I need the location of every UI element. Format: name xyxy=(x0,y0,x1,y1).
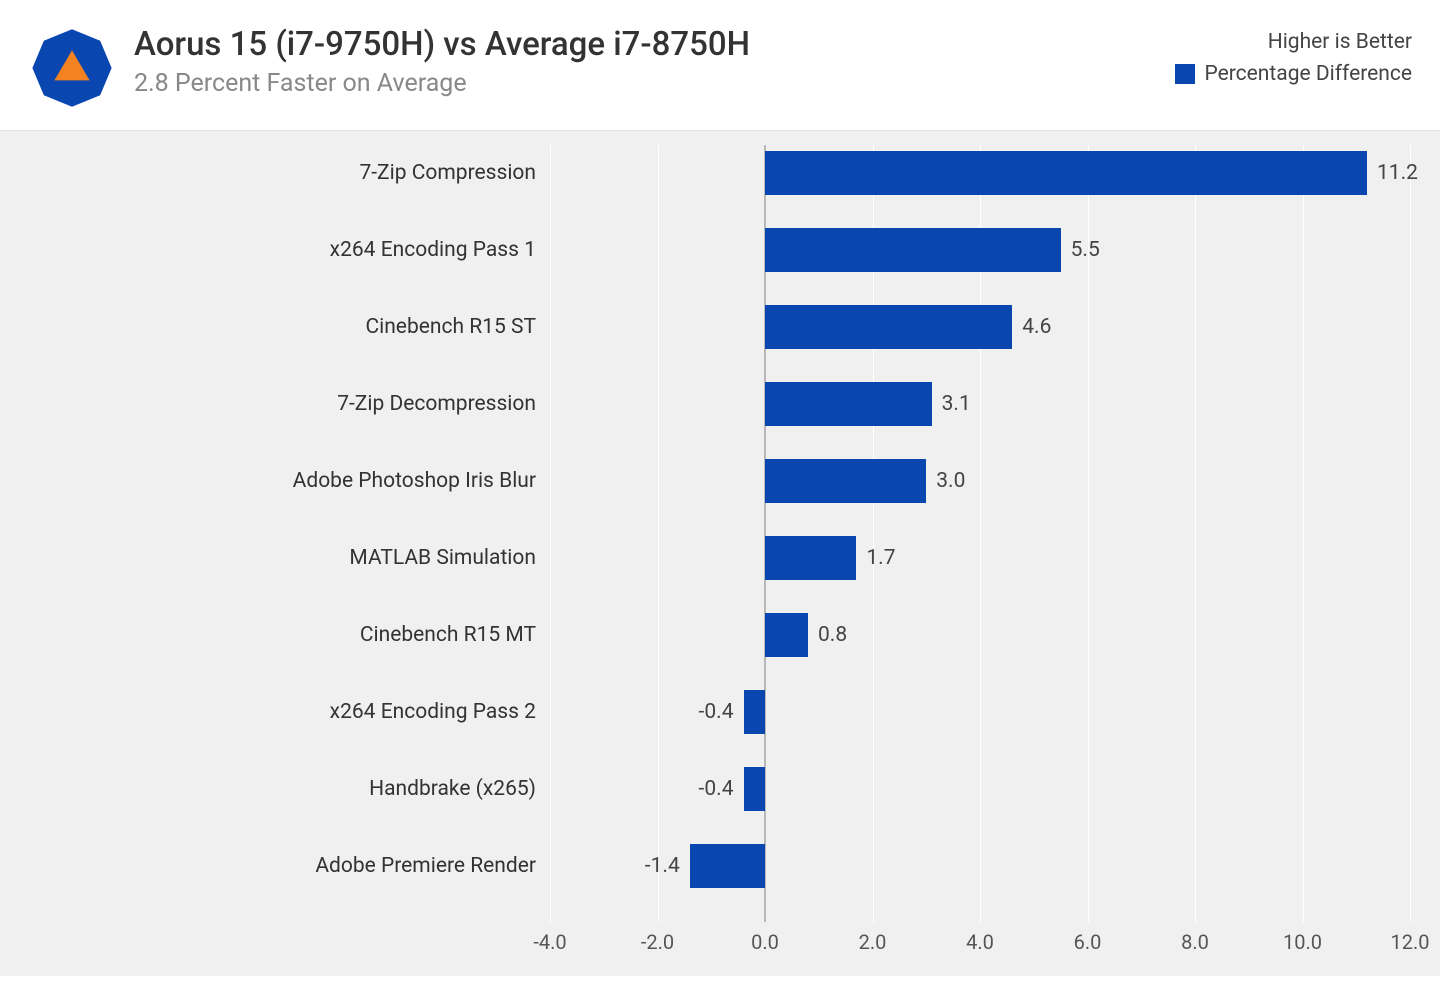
x-tick-label: 12.0 xyxy=(1391,930,1430,954)
chart-header: Aorus 15 (i7-9750H) vs Average i7-8750H … xyxy=(0,0,1440,130)
bar-row: 7-Zip Compression 11.2 xyxy=(0,151,1440,195)
category-label: Handbrake (x265) xyxy=(0,777,536,801)
category-label: 7-Zip Decompression xyxy=(0,392,536,416)
bar xyxy=(765,459,926,503)
legend-label: Percentage Difference xyxy=(1205,62,1413,86)
bar xyxy=(765,228,1061,272)
chart-title: Aorus 15 (i7-9750H) vs Average i7-8750H xyxy=(134,24,1175,65)
bar-value-label: 4.6 xyxy=(1022,315,1051,339)
bar-value-label: 5.5 xyxy=(1071,238,1100,262)
x-tick-label: -4.0 xyxy=(533,930,566,954)
bar-row: x264 Encoding Pass 2 -0.4 xyxy=(0,690,1440,734)
title-block: Aorus 15 (i7-9750H) vs Average i7-8750H … xyxy=(134,24,1175,98)
x-tick-label: 0.0 xyxy=(751,930,779,954)
bar xyxy=(765,613,808,657)
bar-value-label: 3.1 xyxy=(942,392,971,416)
x-tick-label: 10.0 xyxy=(1283,930,1322,954)
bar xyxy=(690,844,765,888)
bar-value-label: 1.7 xyxy=(866,546,895,570)
chart-plot-area: -4.0 -2.0 0.0 2.0 4.0 6.0 8.0 10.0 12.0 7-Zip Com… xyxy=(0,130,1440,976)
bar-row: Handbrake (x265) -0.4 xyxy=(0,767,1440,811)
bar-row: 7-Zip Decompression 3.1 xyxy=(0,382,1440,426)
bar-value-label: 0.8 xyxy=(818,623,847,647)
category-label: Adobe Photoshop Iris Blur xyxy=(0,469,536,493)
brand-logo-icon xyxy=(28,24,116,112)
bar xyxy=(765,536,856,580)
bar xyxy=(744,767,766,811)
category-label: x264 Encoding Pass 2 xyxy=(0,700,536,724)
bar-value-label: -0.4 xyxy=(699,700,734,724)
x-tick-label: 6.0 xyxy=(1074,930,1102,954)
bar xyxy=(765,151,1367,195)
category-label: x264 Encoding Pass 1 xyxy=(0,238,536,262)
bar-row: Adobe Photoshop Iris Blur 3.0 xyxy=(0,459,1440,503)
chart-subtitle: 2.8 Percent Faster on Average xyxy=(134,69,1175,98)
bar xyxy=(765,382,932,426)
legend-hint: Higher is Better xyxy=(1175,30,1413,54)
legend-item: Percentage Difference xyxy=(1175,62,1413,86)
bar-value-label: -0.4 xyxy=(699,777,734,801)
bar-row: Cinebench R15 MT 0.8 xyxy=(0,613,1440,657)
bar-row: Cinebench R15 ST 4.6 xyxy=(0,305,1440,349)
x-tick-label: 8.0 xyxy=(1181,930,1209,954)
bar-value-label: -1.4 xyxy=(645,854,680,878)
legend-block: Higher is Better Percentage Difference xyxy=(1175,24,1413,86)
bar xyxy=(744,690,766,734)
bar-value-label: 3.0 xyxy=(936,469,965,493)
x-tick-label: 2.0 xyxy=(859,930,887,954)
bar xyxy=(765,305,1012,349)
bar-row: x264 Encoding Pass 1 5.5 xyxy=(0,228,1440,272)
bar-row: MATLAB Simulation 1.7 xyxy=(0,536,1440,580)
category-label: Cinebench R15 ST xyxy=(0,315,536,339)
legend-swatch-icon xyxy=(1175,64,1195,84)
category-label: MATLAB Simulation xyxy=(0,546,536,570)
x-tick-label: 4.0 xyxy=(966,930,994,954)
category-label: Adobe Premiere Render xyxy=(0,854,536,878)
category-label: Cinebench R15 MT xyxy=(0,623,536,647)
x-tick-label: -2.0 xyxy=(641,930,674,954)
bar-value-label: 11.2 xyxy=(1377,161,1418,185)
category-label: 7-Zip Compression xyxy=(0,161,536,185)
bar-row: Adobe Premiere Render -1.4 xyxy=(0,844,1440,888)
